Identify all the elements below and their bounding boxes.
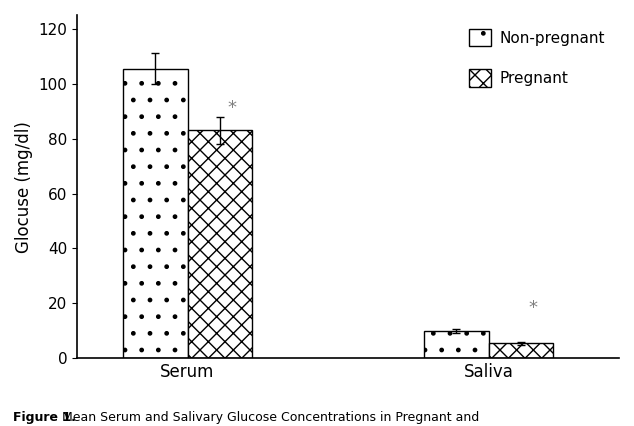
Legend: Non-pregnant, Pregnant: Non-pregnant, Pregnant: [463, 23, 611, 93]
Text: *: *: [228, 99, 236, 117]
Text: Figure 1.: Figure 1.: [13, 411, 75, 424]
Bar: [424, 331, 489, 358]
Text: *: *: [529, 299, 538, 317]
Bar: [123, 69, 188, 358]
Y-axis label: Glocuse (mg/dl): Glocuse (mg/dl): [15, 121, 33, 253]
Bar: [489, 343, 553, 358]
Text: Mean Serum and Salivary Glucose Concentrations in Pregnant and: Mean Serum and Salivary Glucose Concentr…: [58, 411, 479, 424]
Bar: [188, 130, 252, 358]
